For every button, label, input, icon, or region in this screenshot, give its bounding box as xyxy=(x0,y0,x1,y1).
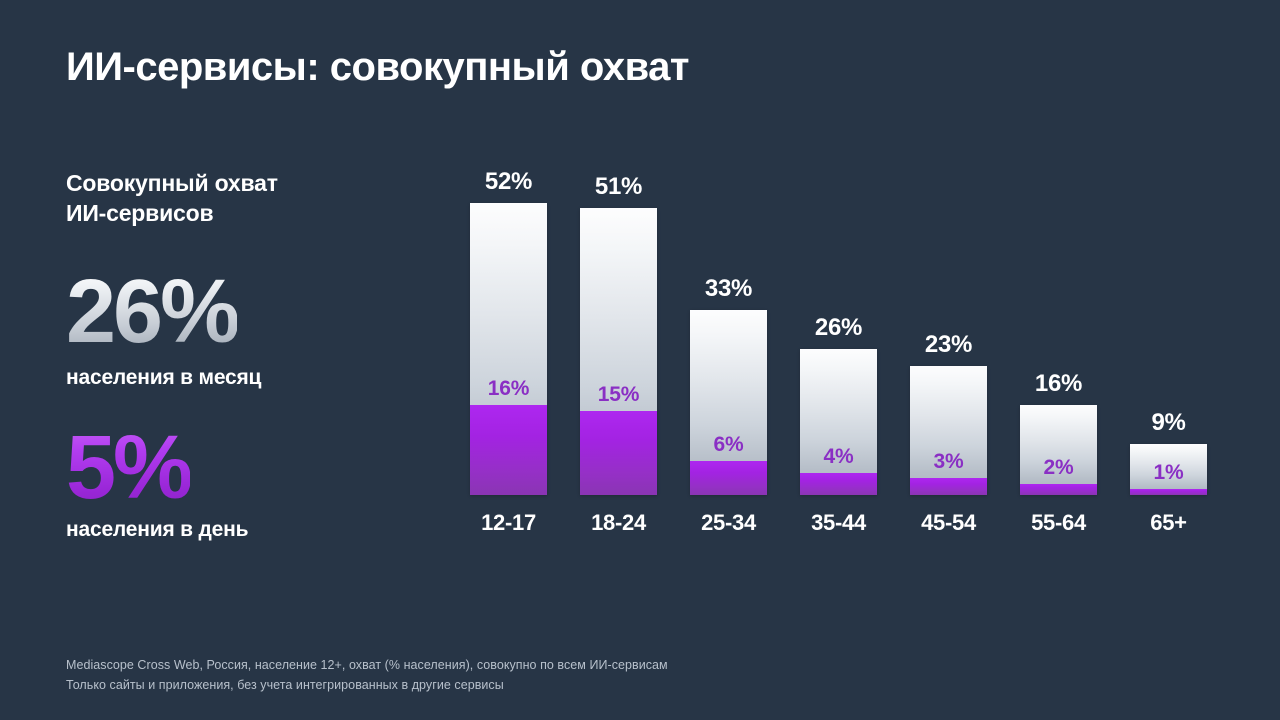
bar-group-45-54[interactable]: 23% 3% 45-54 xyxy=(910,331,987,535)
bar-total-label: 51% xyxy=(594,173,643,201)
bar-daily-label: 2% xyxy=(1043,455,1074,479)
bar-total-label: 26% xyxy=(814,313,863,341)
bar-total-label: 52% xyxy=(484,167,533,195)
bar-daily-segment[interactable] xyxy=(580,410,657,495)
bar-daily-segment[interactable] xyxy=(1130,489,1207,495)
left-summary-panel: Совокупный охват ИИ-сервисов 26% населен… xyxy=(66,168,426,541)
kpi-month-value: 26% xyxy=(66,262,240,362)
bar-category-label: 55-64 xyxy=(1031,510,1086,535)
bar-group-55-64[interactable]: 16% 2% 55-64 xyxy=(1020,370,1097,535)
bar-daily-label: 6% xyxy=(713,433,744,457)
bar-group-65+[interactable]: 9% 1% 65+ xyxy=(1130,409,1207,535)
page-title: ИИ-сервисы: совокупный охват xyxy=(66,45,689,89)
bar-daily-label: 15% xyxy=(597,382,640,406)
bar-total-segment[interactable] xyxy=(910,365,987,495)
bar-daily-label: 3% xyxy=(933,450,964,474)
bar-group-12-17[interactable]: 52% 16% 12-17 xyxy=(470,168,547,535)
bar-daily-segment[interactable] xyxy=(690,461,767,495)
bar-total-segment[interactable] xyxy=(1020,405,1097,495)
bar-total-segment[interactable] xyxy=(690,309,767,495)
bar-total-label: 23% xyxy=(924,330,973,358)
source-footnote: Mediascope Cross Web, Россия, население … xyxy=(66,658,668,693)
bar-daily-segment[interactable] xyxy=(800,472,877,495)
bar-category-label: 18-24 xyxy=(591,510,646,535)
bar-group-35-44[interactable]: 26% 4% 35-44 xyxy=(800,314,877,535)
bar-total-label: 16% xyxy=(1034,370,1083,398)
kpi-month-caption: населения в месяц xyxy=(66,366,262,389)
bar-total-segment[interactable] xyxy=(1130,444,1207,495)
bar-category-label: 45-54 xyxy=(921,510,976,535)
bar-daily-label: 16% xyxy=(487,377,530,401)
bar-total-label: 33% xyxy=(704,274,753,302)
kpi-day-caption: населения в день xyxy=(66,518,249,541)
bar-category-label: 35-44 xyxy=(811,510,866,535)
bar-total-segment[interactable] xyxy=(580,208,657,495)
bar-total-segment[interactable] xyxy=(800,348,877,495)
bar-daily-segment[interactable] xyxy=(910,478,987,495)
bar-total-segment[interactable] xyxy=(470,202,547,495)
bar-daily-segment[interactable] xyxy=(1020,483,1097,495)
bar-category-label: 25-34 xyxy=(701,510,756,535)
kpi-heading: Совокупный охват ИИ-сервисов xyxy=(66,170,278,227)
bar-total-label: 9% xyxy=(1151,409,1186,437)
bar-group-18-24[interactable]: 51% 15% 18-24 xyxy=(580,173,657,535)
bar-daily-label: 1% xyxy=(1153,461,1184,485)
bar-category-label: 12-17 xyxy=(481,510,536,535)
kpi-day-value: 5% xyxy=(66,418,193,518)
bar-group-25-34[interactable]: 33% 6% 25-34 xyxy=(690,275,767,535)
bar-daily-label: 4% xyxy=(823,444,854,468)
bar-daily-segment[interactable] xyxy=(470,405,547,495)
bar-category-label: 65+ xyxy=(1150,510,1187,535)
